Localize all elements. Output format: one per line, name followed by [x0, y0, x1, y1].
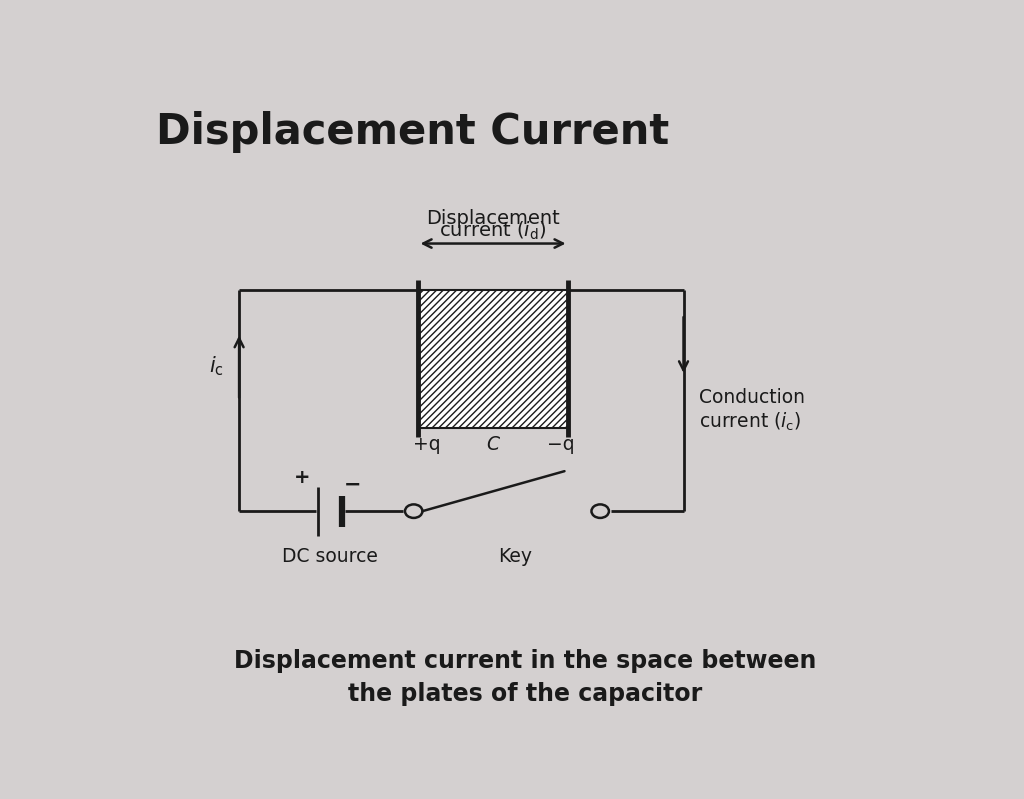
Text: DC source: DC source	[283, 547, 378, 566]
Text: +q: +q	[414, 435, 441, 455]
Bar	[419, 290, 567, 428]
Text: current ($i_\mathregular{d}$): current ($i_\mathregular{d}$)	[439, 220, 547, 241]
Text: −q: −q	[547, 435, 574, 455]
Text: C: C	[486, 435, 500, 455]
Text: $i_\mathregular{c}$: $i_\mathregular{c}$	[210, 355, 224, 379]
Text: Conduction: Conduction	[699, 388, 806, 407]
Text: Key: Key	[498, 547, 531, 566]
Text: Displacement: Displacement	[426, 209, 560, 229]
Text: +: +	[294, 467, 311, 487]
Text: Displacement current in the space between
the plates of the capacitor: Displacement current in the space betwee…	[233, 649, 816, 706]
Text: Displacement Current: Displacement Current	[156, 111, 669, 153]
Text: −: −	[344, 475, 361, 495]
Text: current ($i_\mathregular{c}$): current ($i_\mathregular{c}$)	[699, 411, 802, 433]
